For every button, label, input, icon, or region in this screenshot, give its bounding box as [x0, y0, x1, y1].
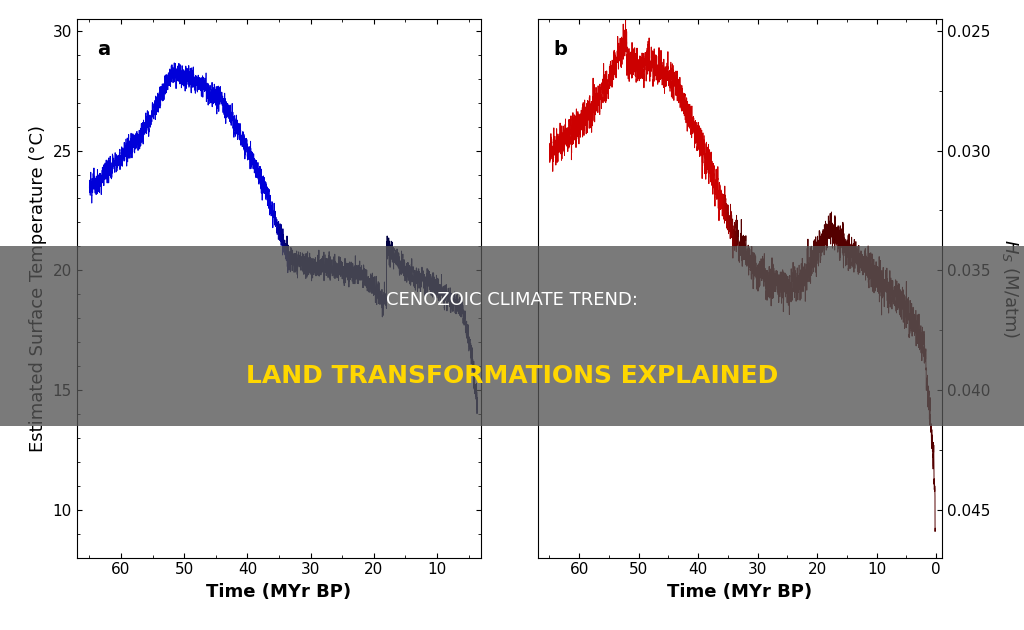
Y-axis label: $H_S$ (M/atm): $H_S$ (M/atm) [1000, 239, 1021, 338]
Bar [0, 246, 1024, 426]
Text: LAND TRANSFORMATIONS EXPLAINED: LAND TRANSFORMATIONS EXPLAINED [246, 364, 778, 387]
Text: b: b [554, 40, 567, 59]
X-axis label: Time (MYr BP): Time (MYr BP) [668, 583, 812, 601]
Y-axis label: Estimated Surface Temperature (°C): Estimated Surface Temperature (°C) [29, 125, 47, 452]
X-axis label: Time (MYr BP): Time (MYr BP) [207, 583, 351, 601]
Text: a: a [97, 40, 111, 59]
Text: CENOZOIC CLIMATE TREND:: CENOZOIC CLIMATE TREND: [386, 291, 638, 309]
